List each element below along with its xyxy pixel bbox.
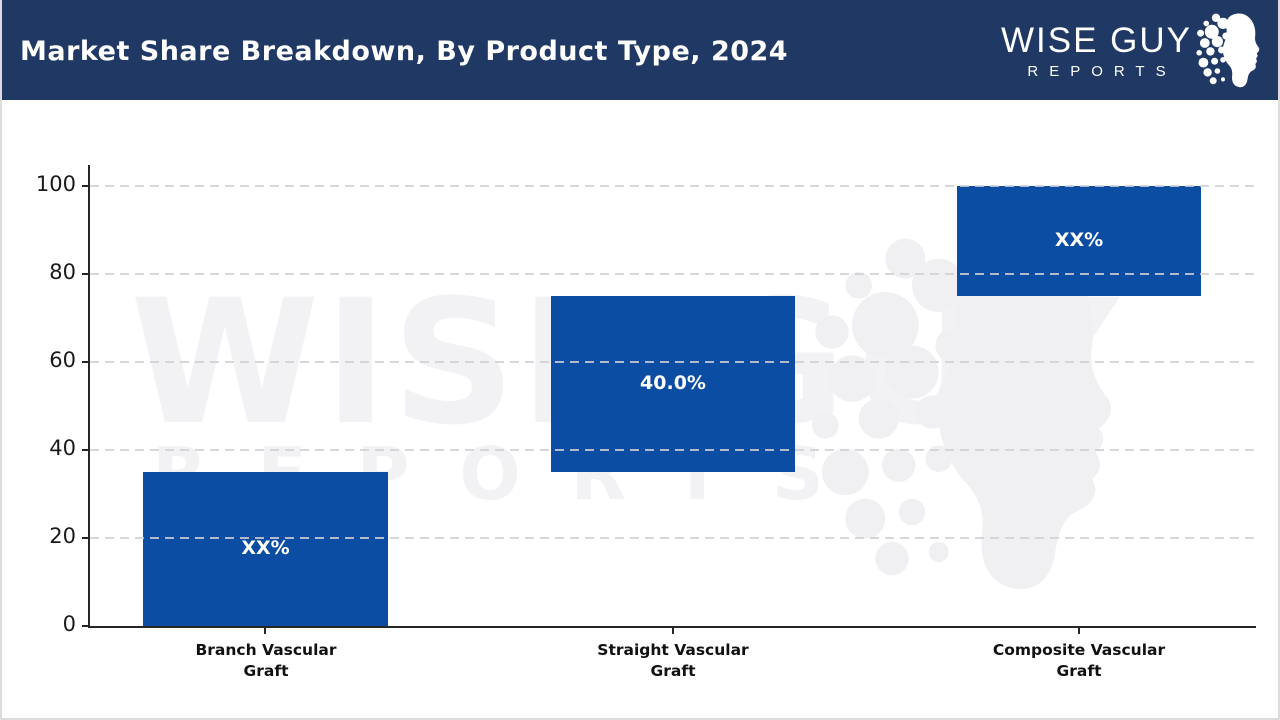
y-tick <box>82 273 88 275</box>
x-category-label: Straight Vascular Graft <box>513 640 833 682</box>
gridline-100 <box>90 185 1256 187</box>
x-category-line: Graft <box>243 662 289 680</box>
y-axis-line <box>88 165 90 628</box>
y-tick-label: 20 <box>49 524 76 548</box>
bar-value-label: XX% <box>241 537 290 559</box>
x-category-label: Branch Vascular Graft <box>106 640 426 682</box>
bar-straight-vascular-graft <box>551 296 795 472</box>
y-tick <box>82 537 88 539</box>
x-tick <box>1078 628 1080 634</box>
x-category-label: Composite Vascular Graft <box>919 640 1239 682</box>
y-tick-label: 40 <box>49 436 76 460</box>
y-tick-label: 100 <box>35 172 76 196</box>
y-tick <box>82 625 88 627</box>
gridline-80 <box>90 273 1256 275</box>
logo-wordmark: WISE GUY <box>1000 20 1192 60</box>
y-tick <box>82 361 88 363</box>
bar-composite-vascular-graft <box>957 186 1201 296</box>
x-category-line: Composite Vascular <box>992 641 1166 659</box>
x-category-line: Straight Vascular <box>597 641 749 659</box>
x-axis-line <box>88 626 1256 628</box>
gridline-40 <box>90 449 1256 451</box>
y-tick <box>82 185 88 187</box>
bar-branch-vascular-graft <box>143 472 388 626</box>
y-tick-label: 80 <box>49 260 76 284</box>
y-tick-label: 60 <box>49 348 76 372</box>
x-category-line: Graft <box>1056 662 1102 680</box>
logo-text: WISE GUY REPORTS <box>1001 21 1192 80</box>
y-tick-label: 0 <box>62 612 76 636</box>
wiseguy-logo: WISE GUY REPORTS <box>1001 8 1266 92</box>
x-tick <box>672 628 674 634</box>
wiseguy-head-icon <box>1196 13 1260 88</box>
chart-title: Market Share Breakdown, By Product Type,… <box>20 36 789 67</box>
x-tick <box>264 628 266 634</box>
logo-subtitle: REPORTS <box>1027 62 1177 80</box>
y-tick <box>82 449 88 451</box>
gridline-20 <box>90 537 1256 539</box>
bar-value-label: 40.0% <box>640 372 706 394</box>
gridline-60 <box>90 361 1256 363</box>
bar-value-label: XX% <box>1054 229 1104 251</box>
x-category-line: Graft <box>650 662 696 680</box>
x-category-line: Branch Vascular <box>195 641 337 659</box>
header-bar: Market Share Breakdown, By Product Type,… <box>2 0 1278 100</box>
